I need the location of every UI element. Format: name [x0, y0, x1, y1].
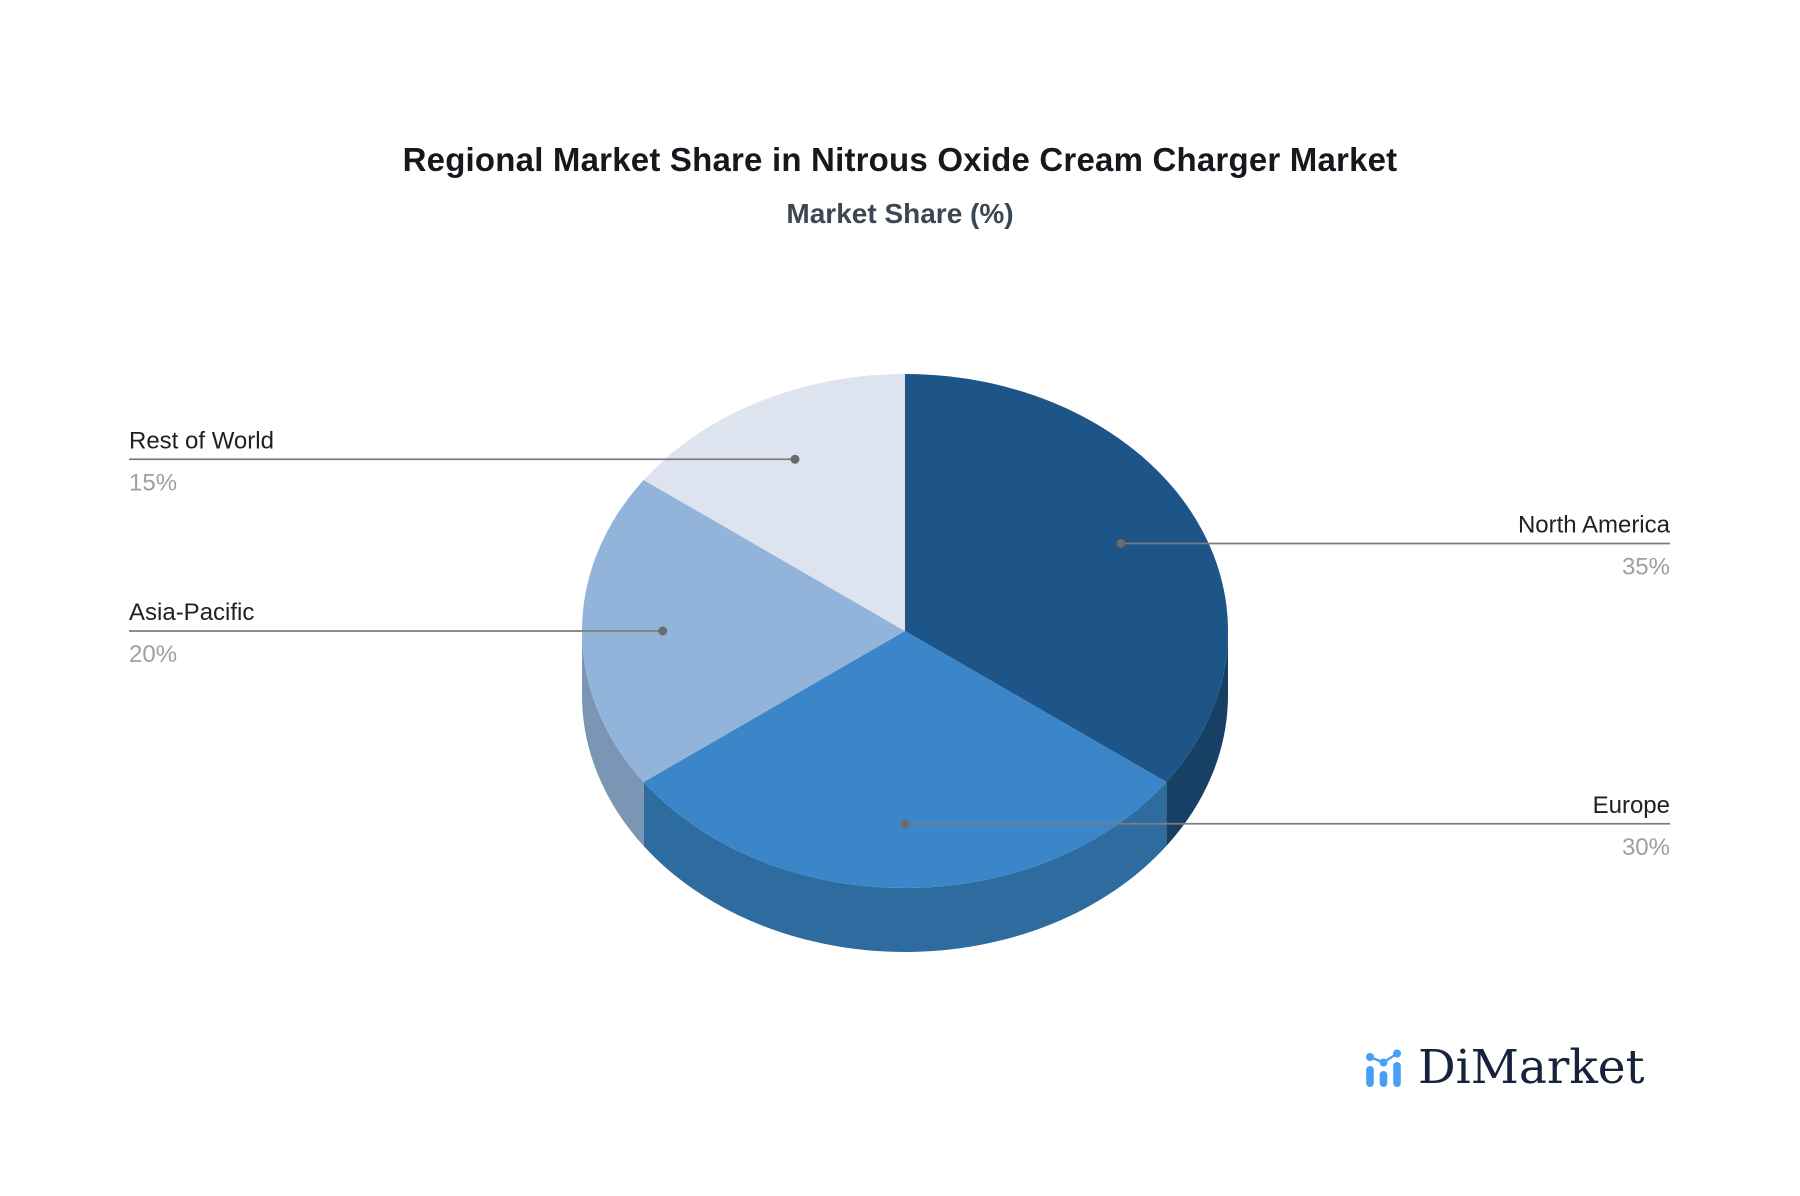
- leader-dot-north-america: [1116, 538, 1126, 548]
- slice-value-rest-of-world: 15%: [129, 469, 177, 496]
- slice-label-asia-pacific: Asia-Pacific: [129, 599, 254, 626]
- slice-label-rest-of-world: Rest of World: [129, 427, 274, 454]
- chart-subtitle: Market Share (%): [786, 198, 1014, 229]
- slice-value-europe: 30%: [1622, 834, 1670, 861]
- pie-slice-asia-pacific: [582, 479, 905, 783]
- chart-title: Regional Market Share in Nitrous Oxide C…: [402, 141, 1398, 178]
- slice-label-north-america: North America: [1518, 511, 1671, 538]
- pie-slice-side-europe: [643, 782, 1167, 952]
- logo-text: DiMarket: [1418, 1040, 1645, 1095]
- dimarket-logo: DiMarket: [1363, 1040, 1645, 1095]
- pie-slice-north-america: [905, 374, 1228, 783]
- slice-label-europe: Europe: [1593, 792, 1670, 819]
- slice-value-asia-pacific: 20%: [129, 641, 177, 668]
- slice-value-north-america: 35%: [1622, 553, 1670, 580]
- pie-slice-rest-of-world: [643, 374, 905, 631]
- leader-dot-europe: [900, 819, 910, 829]
- pie-slice-side-north-america: [1166, 631, 1228, 847]
- leader-dot-rest-of-world: [790, 454, 800, 464]
- leader-dot-asia-pacific: [658, 626, 668, 636]
- pie-slice-side-asia-pacific: [582, 631, 644, 847]
- bar-chart-with-dots-icon: [1366, 1049, 1401, 1087]
